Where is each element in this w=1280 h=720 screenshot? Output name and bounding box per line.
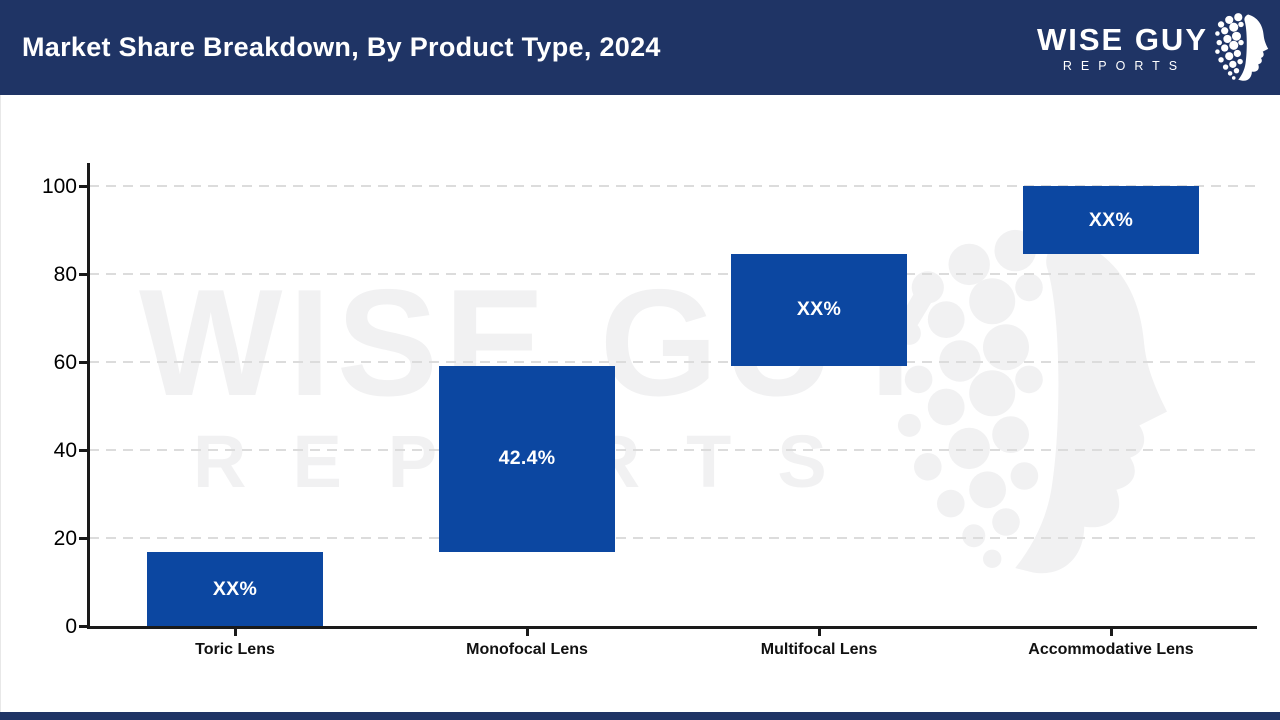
header-bar: Market Share Breakdown, By Product Type,… [0,0,1280,95]
x-category-label-multifocal-lens: Multifocal Lens [760,641,878,658]
wiseguy-logo: WISE GUY REPORTS [1037,6,1270,90]
y-tick-label-100: 100 [41,175,77,198]
bar-value-label-monofocal-lens: 42.4% [498,447,556,470]
y-tick-mark-20 [79,537,89,540]
y-tick-label-80: 80 [53,263,77,286]
x-category-label-monofocal-lens: Monofocal Lens [466,641,588,658]
bar-toric-lens: XX% [147,552,323,626]
bar-monofocal-lens: 42.4% [439,365,615,553]
x-axis-line [87,626,1257,629]
gridline-80 [89,273,1257,275]
y-tick-mark-40 [79,449,89,452]
watermark-head-icon [897,229,1167,574]
chart-title: Market Share Breakdown, By Product Type,… [22,32,661,62]
y-tick-label-20: 20 [53,527,77,550]
bar-value-label-accommodative-lens: XX% [1088,208,1134,231]
footer-bar [0,712,1280,720]
y-tick-label-40: 40 [53,439,77,462]
y-axis-line [87,163,90,628]
wiseguy-head-icon [1215,13,1269,81]
bar-value-label-toric-lens: XX% [212,577,258,600]
y-tick-mark-100 [79,185,89,188]
logo-subtitle: REPORTS [1062,58,1187,73]
y-tick-label-60: 60 [53,351,77,374]
x-tick-mark-accommodative-lens [1110,628,1113,636]
x-category-label-accommodative-lens: Accommodative Lens [1028,641,1194,658]
logo-wordmark: WISE GUY [1036,21,1208,57]
gridline-20 [89,537,1257,539]
x-tick-mark-multifocal-lens [818,628,821,636]
y-tick-mark-60 [79,361,89,364]
bar-value-label-multifocal-lens: XX% [796,298,842,321]
gridline-100 [89,185,1257,187]
x-tick-mark-monofocal-lens [526,628,529,636]
x-tick-mark-toric-lens [234,628,237,636]
gridline-60 [89,361,1257,363]
gridline-40 [89,449,1257,451]
y-tick-mark-0 [79,625,89,628]
x-category-label-toric-lens: Toric Lens [195,641,275,658]
bar-multifocal-lens: XX% [731,254,907,366]
bar-accommodative-lens: XX% [1023,186,1199,255]
y-tick-label-0: 0 [65,615,77,638]
y-tick-mark-80 [79,273,89,276]
